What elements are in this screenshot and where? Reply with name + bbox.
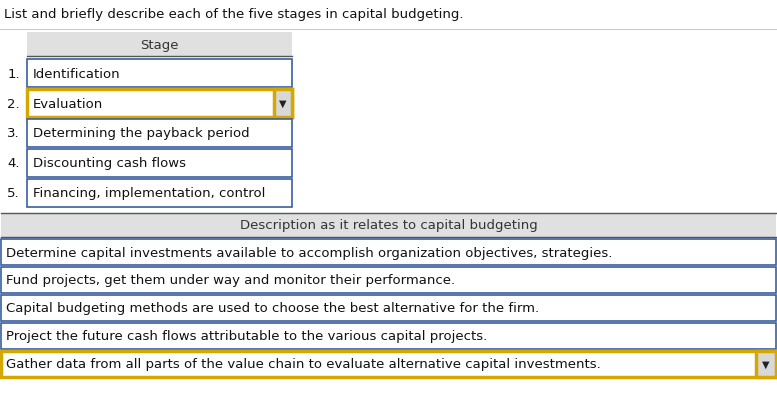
Text: Determining the payback period: Determining the payback period (33, 127, 249, 140)
Text: Evaluation: Evaluation (33, 97, 103, 110)
Text: Stage: Stage (141, 38, 179, 52)
Text: ▼: ▼ (279, 99, 287, 109)
Bar (1, 267, 776, 293)
Text: Gather data from all parts of the value chain to evaluate alternative capital in: Gather data from all parts of the value … (6, 357, 601, 371)
Text: Capital budgeting methods are used to choose the best alternative for the firm.: Capital budgeting methods are used to ch… (6, 302, 539, 315)
Text: Identification: Identification (33, 67, 120, 80)
Bar (1, 295, 776, 321)
Bar (1, 351, 776, 377)
Bar (274, 90, 292, 118)
Bar (1, 213, 776, 237)
Text: 4.: 4. (8, 157, 20, 170)
Text: Description as it relates to capital budgeting: Description as it relates to capital bud… (239, 219, 538, 232)
Text: Discounting cash flows: Discounting cash flows (33, 157, 186, 170)
Bar (1, 239, 776, 265)
Text: 2.: 2. (7, 97, 20, 110)
Bar (27, 150, 292, 178)
Bar (756, 351, 776, 377)
Text: Fund projects, get them under way and monitor their performance.: Fund projects, get them under way and mo… (6, 274, 455, 287)
Text: Project the future cash flows attributable to the various capital projects.: Project the future cash flows attributab… (6, 330, 487, 343)
Bar (27, 90, 292, 118)
Bar (27, 180, 292, 207)
Bar (27, 120, 292, 148)
Text: ▼: ▼ (762, 359, 770, 369)
Bar (1, 323, 776, 349)
Text: 3.: 3. (7, 127, 20, 140)
Text: Financing, implementation, control: Financing, implementation, control (33, 187, 266, 200)
Bar (27, 60, 292, 88)
Text: 1.: 1. (7, 67, 20, 80)
Text: 5.: 5. (7, 187, 20, 200)
Text: List and briefly describe each of the five stages in capital budgeting.: List and briefly describe each of the fi… (4, 8, 464, 21)
Bar (27, 33, 292, 57)
Text: Determine capital investments available to accomplish organization objectives, s: Determine capital investments available … (6, 246, 612, 259)
